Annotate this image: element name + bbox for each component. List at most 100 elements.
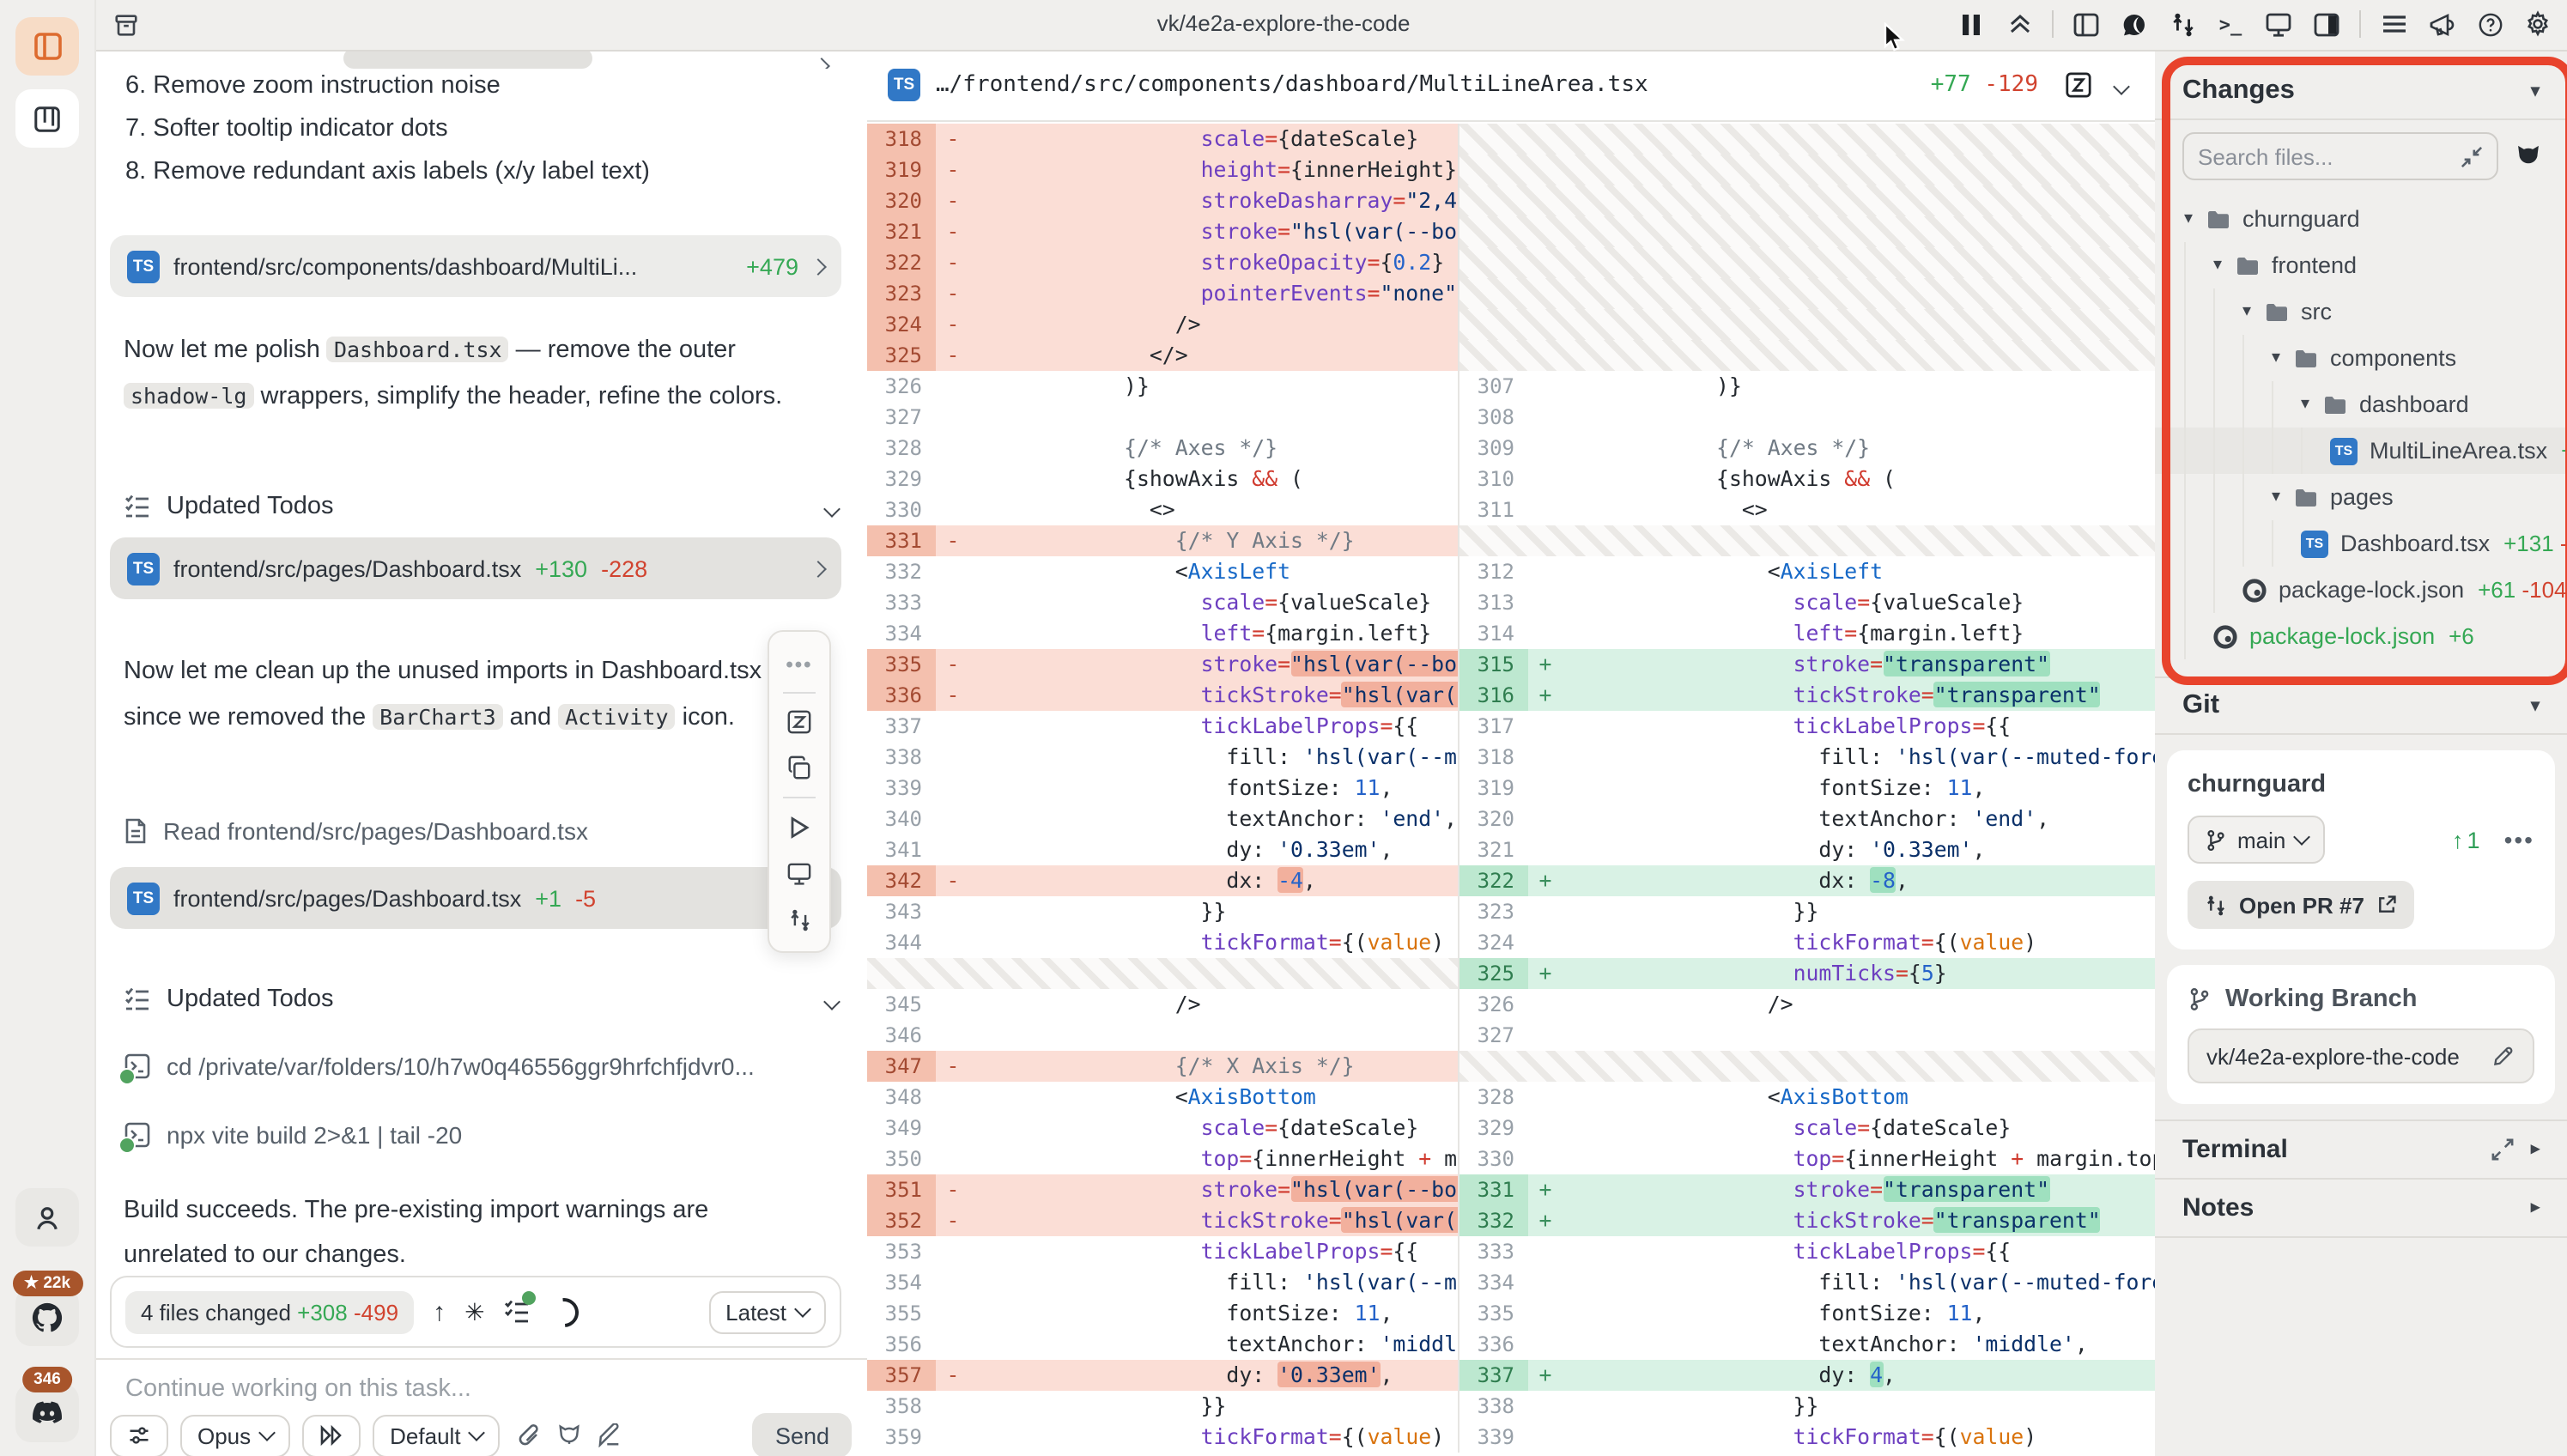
- updated-todos-row[interactable]: Updated Todos: [124, 986, 838, 1013]
- code-text: {/* Axes */}: [970, 433, 1458, 464]
- diff-line: 321 dy: '0.33em',: [1459, 834, 2155, 865]
- signature-pen-icon[interactable]: [598, 1423, 624, 1447]
- cat-icon[interactable]: [2514, 143, 2543, 170]
- diff-row: 358 }}338 }}: [867, 1391, 2155, 1422]
- preset-dropdown[interactable]: Default: [373, 1414, 500, 1456]
- line-number: 339: [867, 773, 936, 804]
- git-compare-button[interactable]: [769, 896, 829, 943]
- tree-label: pages: [2330, 484, 2394, 510]
- expand-icon[interactable]: [2491, 1138, 2514, 1161]
- menu-icon[interactable]: [2378, 9, 2409, 39]
- edit-diff-button[interactable]: [769, 699, 829, 745]
- tree-file-MultiLineArea.tsx[interactable]: TSMultiLineArea.tsx+110 -162: [2155, 428, 2567, 474]
- panel-right-icon[interactable]: [2311, 9, 2342, 39]
- diff-marker: [936, 618, 970, 649]
- panel-left-icon[interactable]: [2071, 9, 2102, 39]
- line-number: 347: [867, 1051, 936, 1082]
- tree-file-Dashboard.tsx[interactable]: TSDashboard.tsx+131 -233: [2155, 520, 2567, 567]
- triangle-down-icon[interactable]: ▾: [2213, 256, 2236, 275]
- rail-account[interactable]: [15, 1188, 79, 1247]
- help-icon[interactable]: [2474, 9, 2505, 39]
- copy-button[interactable]: [769, 745, 829, 792]
- chat-bubble-icon[interactable]: [2119, 9, 2150, 39]
- git-compare-icon: [2205, 894, 2227, 916]
- files-changed-summary[interactable]: 4 files changed +308 -499: [125, 1290, 414, 1333]
- terminal-icon[interactable]: >_: [2215, 9, 2246, 39]
- pencil-icon[interactable]: [2491, 1044, 2515, 1068]
- terminal-command-row[interactable]: npx vite build 2>&1 | tail -20: [124, 1121, 462, 1149]
- rail-github[interactable]: [15, 1288, 79, 1346]
- tree-guide: [2242, 520, 2272, 567]
- chevrons-up-icon[interactable]: [2004, 9, 2035, 39]
- search-files-input[interactable]: Search files...: [2182, 132, 2498, 180]
- notes-section-header[interactable]: Notes ▸: [2155, 1180, 2567, 1236]
- more-options-button[interactable]: •••: [2504, 826, 2534, 853]
- triangle-down-icon[interactable]: ▾: [2272, 349, 2294, 367]
- run-button[interactable]: [769, 804, 829, 850]
- diff-marker: -: [936, 247, 970, 278]
- more-options-button[interactable]: •••: [769, 640, 829, 687]
- tree-folder-pages[interactable]: ▾ pages: [2155, 474, 2567, 520]
- scroll-up-icon[interactable]: ↑: [433, 1297, 446, 1326]
- diff-marker: -: [936, 865, 970, 896]
- open-pr-button[interactable]: Open PR #7: [2188, 881, 2414, 929]
- settings-sliders-button[interactable]: [110, 1414, 168, 1456]
- message-input[interactable]: Continue working on this task...: [125, 1375, 471, 1403]
- model-dropdown[interactable]: Opus: [180, 1414, 290, 1456]
- file-change-card[interactable]: TS frontend/src/components/dashboard/Mul…: [110, 235, 841, 297]
- git-section-header[interactable]: Git ▾: [2155, 678, 2567, 733]
- version-dropdown[interactable]: Latest: [708, 1290, 826, 1333]
- diff-file-path: …/frontend/src/components/dashboard/Mult…: [936, 72, 1648, 98]
- triangle-down-icon[interactable]: ▾: [2272, 488, 2294, 507]
- read-file-row[interactable]: Read frontend/src/pages/Dashboard.tsx: [124, 817, 588, 845]
- updated-todos-row[interactable]: Updated Todos: [124, 493, 838, 520]
- chevron-down-icon[interactable]: [2115, 70, 2127, 100]
- collapse-icon[interactable]: [2461, 145, 2483, 167]
- rail-layout-active[interactable]: [15, 17, 79, 76]
- tree-folder-frontend[interactable]: ▾frontend: [2155, 242, 2567, 288]
- triangle-down-icon[interactable]: ▾: [2184, 209, 2206, 228]
- git-title: Git: [2182, 690, 2219, 721]
- tree-file-package-lock.json[interactable]: package-lock.json+6: [2155, 613, 2567, 659]
- fast-forward-button[interactable]: [302, 1414, 361, 1456]
- megaphone-icon[interactable]: [2426, 9, 2457, 39]
- todos-status-icon[interactable]: [504, 1298, 531, 1326]
- change-counts: +61 -104: [2478, 577, 2566, 603]
- tree-file-package-lock.json[interactable]: package-lock.json+61 -104: [2155, 567, 2567, 613]
- code-text: <AxisBottom: [1563, 1082, 2155, 1113]
- rail-kanban[interactable]: [15, 89, 79, 148]
- file-change-card[interactable]: TS frontend/src/pages/Dashboard.tsx +1 -…: [110, 867, 841, 929]
- triangle-down-icon[interactable]: ▾: [2242, 302, 2265, 321]
- send-button[interactable]: Send: [753, 1413, 852, 1456]
- diff-line: 320 textAnchor: 'end',: [1459, 804, 2155, 834]
- terminal-section-header[interactable]: Terminal ▸: [2155, 1121, 2567, 1178]
- diff-line: 355 fontSize: 11,: [867, 1298, 1459, 1329]
- branch-dropdown[interactable]: main: [2188, 816, 2325, 864]
- line-number: 321: [867, 216, 936, 247]
- triangle-down-icon[interactable]: ▾: [2301, 395, 2323, 414]
- diff-line: 338 fill: 'hsl(var(--muted-foreground))'…: [867, 742, 1459, 773]
- list-item: 6. Remove zoom instruction noise: [125, 65, 650, 108]
- file-change-card[interactable]: TS frontend/src/pages/Dashboard.tsx +130…: [110, 537, 841, 599]
- working-branch-input[interactable]: vk/4e2a-explore-the-code: [2188, 1028, 2534, 1083]
- tree-folder-src[interactable]: ▾src: [2155, 288, 2567, 335]
- tree-folder-components[interactable]: ▾components: [2155, 335, 2567, 381]
- rail-discord[interactable]: [15, 1384, 79, 1442]
- pause-icon[interactable]: [1956, 9, 1987, 39]
- monitor-button[interactable]: [769, 850, 829, 896]
- star-icon: ★: [24, 1274, 39, 1293]
- attach-paperclip-icon[interactable]: [518, 1423, 542, 1448]
- line-number: 318: [1459, 742, 1528, 773]
- tree-folder-churnguard[interactable]: ▾churnguard: [2155, 196, 2567, 242]
- split-view-icon[interactable]: [2064, 70, 2093, 100]
- changes-section-header[interactable]: Changes ▾: [2155, 64, 2567, 118]
- monitor-icon[interactable]: [2263, 9, 2294, 39]
- line-number: 358: [867, 1391, 936, 1422]
- diff-line: 345 />: [867, 989, 1459, 1020]
- settings-gear-icon[interactable]: [2522, 9, 2553, 39]
- tree-folder-dashboard[interactable]: ▾dashboard: [2155, 381, 2567, 428]
- git-compare-icon[interactable]: [2167, 9, 2198, 39]
- terminal-command-row[interactable]: cd /private/var/folders/10/h7w0q46556ggr…: [124, 1053, 755, 1080]
- starburst-icon[interactable]: ✳: [464, 1297, 484, 1326]
- cat-icon[interactable]: [557, 1423, 583, 1447]
